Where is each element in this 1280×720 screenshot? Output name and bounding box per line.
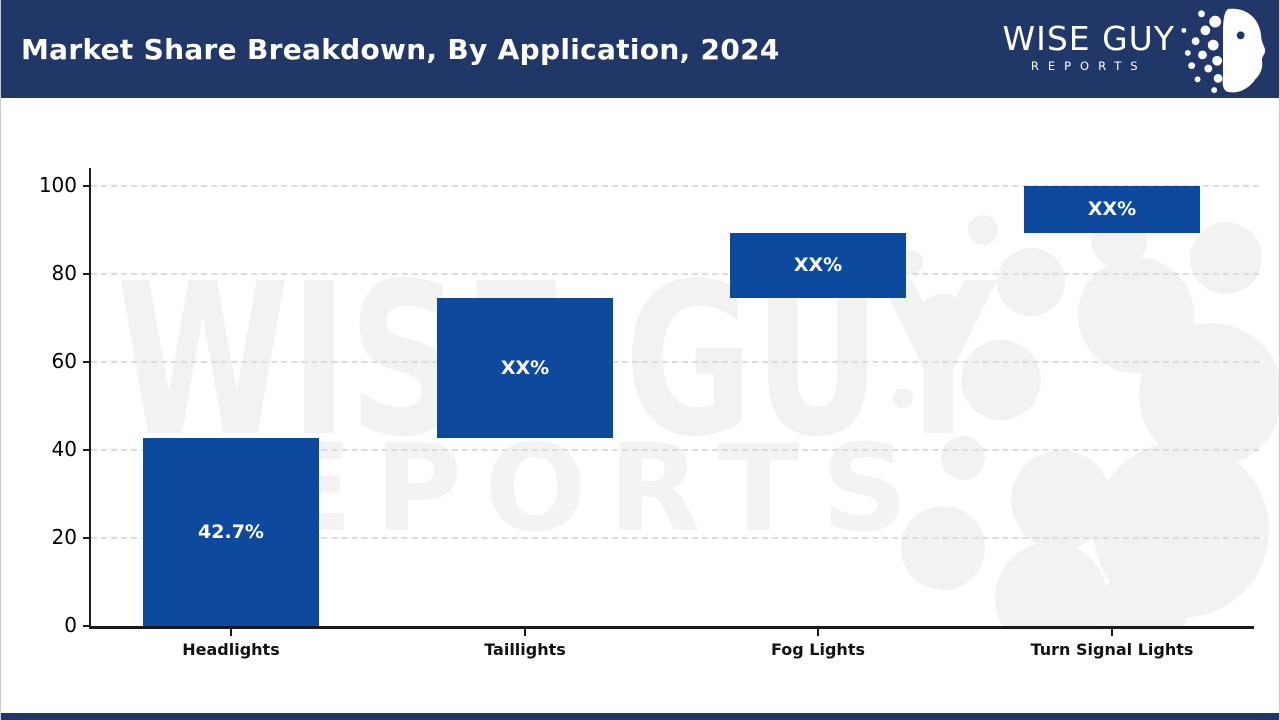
bar-value-label: XX% — [1087, 198, 1137, 221]
bar-value-label: XX% — [500, 357, 550, 380]
x-axis-category-label: Taillights — [484, 640, 566, 659]
y-axis-tick-label: 40 — [51, 437, 77, 461]
bar-headlights: 42.7% — [143, 438, 319, 626]
gridline-100 — [91, 185, 1259, 187]
y-axis-tick-0 — [83, 625, 91, 627]
y-axis-tick-100 — [83, 185, 91, 187]
x-axis-tick-1 — [524, 629, 526, 636]
chart-plot-area: 0 20 40 60 80 100 42.7% Headlights XX% Taillights… — [1, 98, 1279, 713]
bar-turn-signal-lights: XX% — [1024, 186, 1200, 233]
y-axis-line — [89, 168, 91, 629]
y-axis-tick-40 — [83, 449, 91, 451]
gridline-60 — [91, 361, 1259, 363]
logo-subtitle: REPORTS — [1030, 59, 1147, 73]
wise-guy-reports-logo: WISE GUY REPORTS — [1002, 0, 1267, 98]
gridline-40 — [91, 449, 1259, 451]
page-title: Market Share Breakdown, By Application, … — [21, 33, 780, 66]
x-axis-category-label: Fog Lights — [771, 640, 865, 659]
y-axis-tick-label: 60 — [51, 349, 77, 373]
x-axis-tick-2 — [817, 629, 819, 636]
y-axis-tick-80 — [83, 273, 91, 275]
y-axis-tick-60 — [83, 361, 91, 363]
bar-value-label: XX% — [793, 254, 843, 277]
bar-value-label: 42.7% — [198, 521, 264, 544]
x-axis-tick-0 — [230, 629, 232, 636]
x-axis-tick-3 — [1111, 629, 1113, 636]
gridline-20 — [91, 537, 1259, 539]
logo-text: WISE GUY REPORTS — [1002, 22, 1175, 73]
logo-wordmark: WISE GUY — [1002, 19, 1175, 58]
footer-bar — [1, 713, 1279, 720]
gridline-80 — [91, 273, 1259, 275]
y-axis-tick-label: 0 — [64, 613, 77, 637]
bar-fog-lights: XX% — [730, 232, 906, 299]
x-axis-line — [89, 626, 1254, 629]
y-axis-tick-20 — [83, 537, 91, 539]
y-axis-tick-label: 20 — [51, 525, 77, 549]
y-axis-tick-label: 100 — [38, 173, 77, 197]
logo-head-icon — [1181, 8, 1266, 94]
y-axis-tick-label: 80 — [51, 261, 77, 285]
x-axis-category-label: Turn Signal Lights — [1030, 640, 1194, 659]
header-bar: Market Share Breakdown, By Application, … — [1, 0, 1279, 98]
x-axis-category-label: Headlights — [182, 640, 280, 659]
watermark-head-dots — [893, 212, 1279, 630]
bar-taillights: XX% — [437, 298, 613, 439]
